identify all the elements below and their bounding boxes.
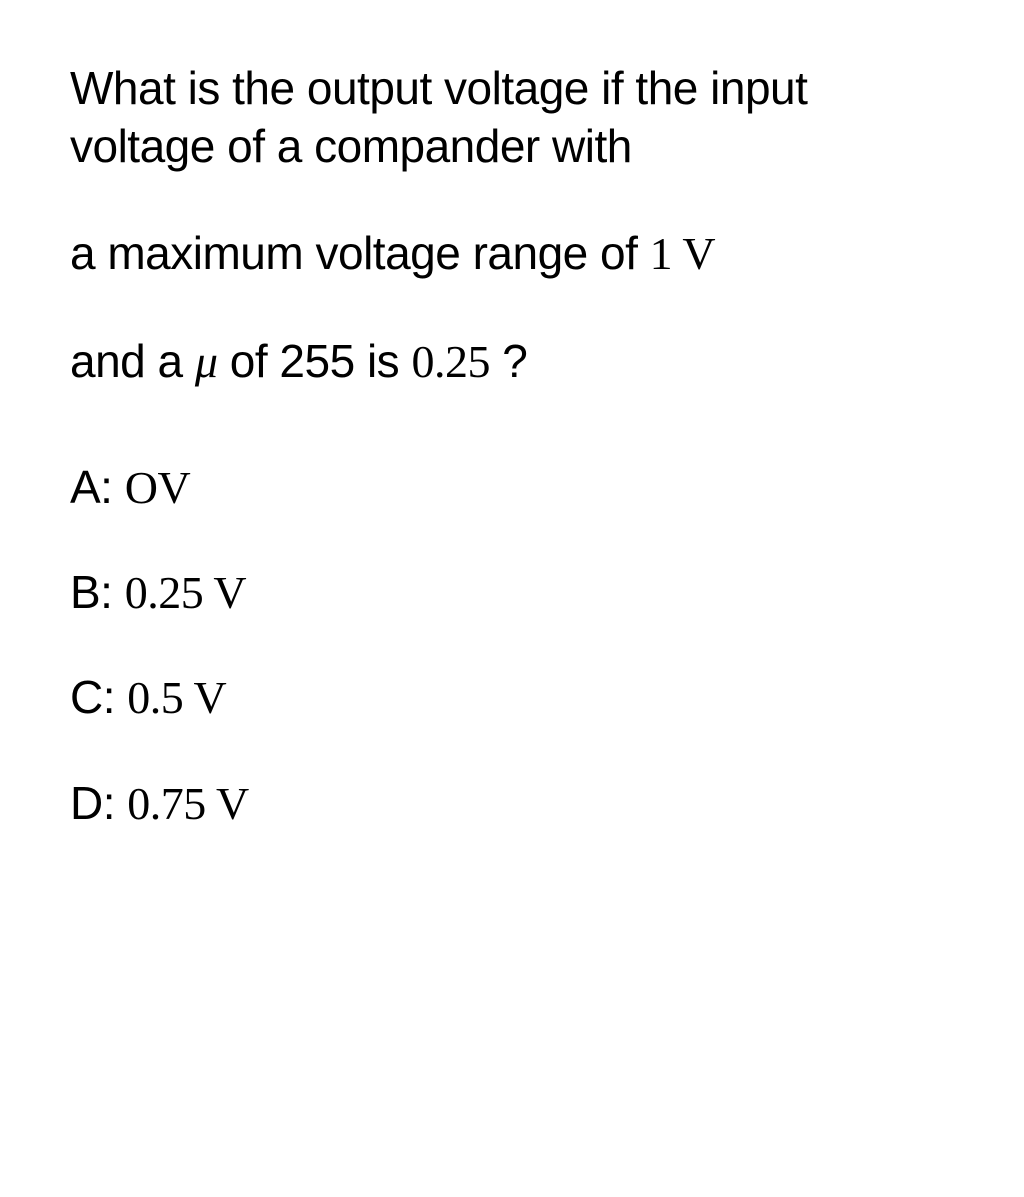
question-line-2: a maximum voltage range of 1 V: [70, 225, 964, 283]
option-a-value: OV: [125, 462, 190, 513]
option-d-value: 0.75 V: [127, 778, 248, 829]
question-line-2-pre: a maximum voltage range of: [70, 227, 650, 279]
question-page: What is the output voltage if the input …: [0, 0, 1024, 921]
option-a-label: A:: [70, 461, 125, 513]
option-b-label: B:: [70, 566, 125, 618]
option-a[interactable]: A: OV: [70, 460, 964, 515]
question-line-3-mid: of 255 is: [218, 335, 412, 387]
options-list: A: OV B: 0.25 V C: 0.5 V D: 0.75 V: [70, 460, 964, 831]
question-line-2-value: 1 V: [650, 228, 715, 279]
option-b[interactable]: B: 0.25 V: [70, 565, 964, 620]
question-line-1: What is the output voltage if the input …: [70, 60, 964, 175]
option-c[interactable]: C: 0.5 V: [70, 670, 964, 725]
mu-symbol: μ: [195, 336, 218, 387]
option-d[interactable]: D: 0.75 V: [70, 776, 964, 831]
question-line-3-pre: and a: [70, 335, 195, 387]
question-line-3-post: ?: [490, 335, 527, 387]
question-line-3: and a μ of 255 is 0.25 ?: [70, 333, 964, 391]
option-c-value: 0.5 V: [127, 672, 226, 723]
question-block: What is the output voltage if the input …: [70, 60, 964, 390]
question-line-3-value: 0.25: [411, 336, 490, 387]
option-d-label: D:: [70, 777, 127, 829]
option-c-label: C:: [70, 671, 127, 723]
option-b-value: 0.25 V: [125, 567, 246, 618]
